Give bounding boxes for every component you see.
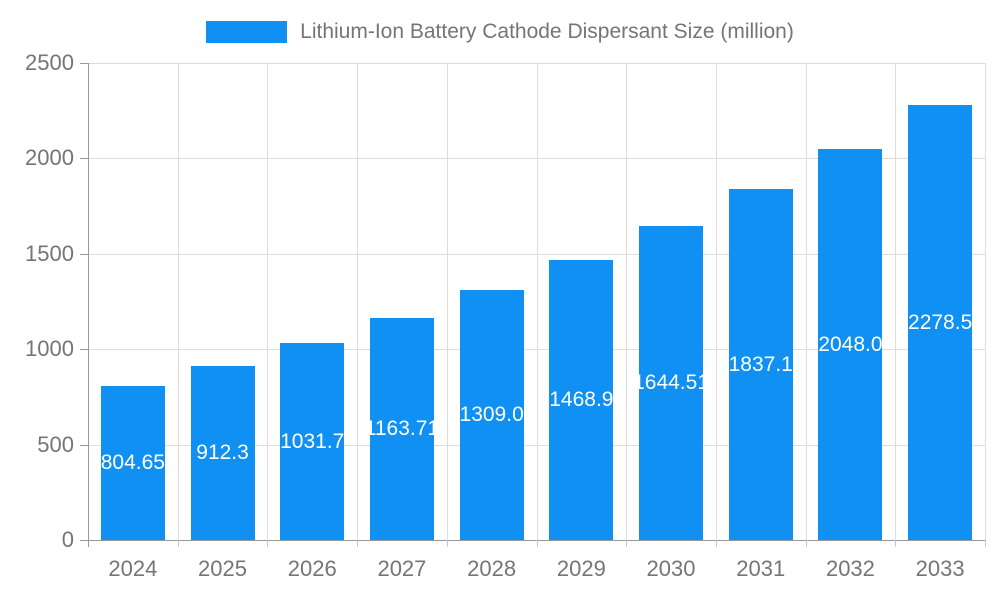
bar-value-label: 1031.7	[280, 429, 345, 453]
gridline-vertical	[446, 63, 448, 540]
bar-value-label: 2278.5	[908, 310, 973, 334]
y-tick-label-2000: 2000	[25, 145, 74, 171]
x-tick-mark	[177, 540, 179, 547]
bar-value-label: 1468.9	[549, 387, 614, 411]
legend-swatch	[206, 21, 288, 43]
gridline-vertical	[805, 63, 807, 540]
x-tick-label-2027: 2027	[377, 556, 427, 581]
x-tick-label-2028: 2028	[467, 556, 517, 581]
y-tick-label-0: 0	[61, 527, 74, 552]
gridline-vertical	[177, 63, 179, 540]
bar-2024: 804.65	[100, 386, 165, 540]
legend-label: Lithium-Ion Battery Cathode Dispersant S…	[300, 20, 794, 43]
gridline-vertical	[985, 63, 986, 540]
bar-2027: 1163.71	[369, 317, 434, 540]
x-tick-label-2026: 2026	[287, 556, 337, 581]
x-tick-label-2032: 2032	[825, 556, 875, 581]
x-tick-mark	[446, 540, 448, 547]
x-tick-mark	[536, 540, 538, 547]
x-tick-mark	[985, 540, 986, 547]
bar-value-label: 1163.71	[370, 416, 434, 440]
legend: Lithium-Ion Battery Cathode Dispersant S…	[0, 20, 1000, 44]
y-tick-label-1000: 1000	[25, 336, 74, 362]
y-tick-mark	[80, 540, 88, 541]
gridline-vertical	[357, 63, 359, 540]
bar-value-label: 912.3	[196, 440, 249, 464]
y-tick-label-1500: 1500	[25, 240, 74, 266]
x-tick-mark	[805, 540, 807, 547]
x-tick-mark	[626, 540, 628, 547]
x-tick-mark	[88, 540, 89, 547]
bar-value-label: 2048.0	[818, 332, 883, 356]
gridline-vertical	[895, 63, 897, 540]
bar-2030: 1644.51	[639, 226, 704, 540]
bar-value-label: 804.65	[100, 451, 165, 475]
y-tick-label-500: 500	[37, 431, 74, 457]
gridline-vertical	[715, 63, 717, 540]
y-axis-line	[88, 63, 89, 540]
x-tick-label-2031: 2031	[736, 556, 786, 581]
x-tick-label-2029: 2029	[556, 556, 606, 581]
y-tick-mark	[80, 444, 88, 446]
bar-2025: 912.3	[190, 365, 255, 540]
y-tick-mark	[80, 349, 88, 351]
y-tick-label-2500: 2500	[25, 50, 74, 75]
bar-2033: 2278.5	[908, 105, 973, 540]
x-tick-mark	[267, 540, 269, 547]
gridline-vertical	[536, 63, 538, 540]
bar-2028: 1309.0	[459, 290, 524, 540]
bar-2026: 1031.7	[280, 343, 345, 540]
x-tick-mark	[715, 540, 717, 547]
x-tick-label-2024: 2024	[108, 556, 158, 581]
y-tick-mark	[80, 253, 88, 255]
x-tick-mark	[895, 540, 897, 547]
bar-value-label: 1837.1	[728, 352, 793, 376]
x-tick-mark	[357, 540, 359, 547]
gridline-vertical	[626, 63, 628, 540]
bar-2029: 1468.9	[549, 259, 614, 540]
bar-2032: 2048.0	[818, 149, 883, 540]
bar-value-label: 1309.0	[459, 403, 524, 427]
bar-value-label: 1644.51	[639, 371, 703, 395]
x-tick-label-2025: 2025	[198, 556, 247, 581]
x-tick-label-2033: 2033	[915, 556, 965, 581]
x-tick-label-2030: 2030	[646, 556, 696, 581]
gridline-vertical	[267, 63, 269, 540]
y-tick-mark	[80, 158, 88, 160]
y-tick-mark	[80, 63, 88, 64]
bar-2031: 1837.1	[728, 189, 793, 540]
